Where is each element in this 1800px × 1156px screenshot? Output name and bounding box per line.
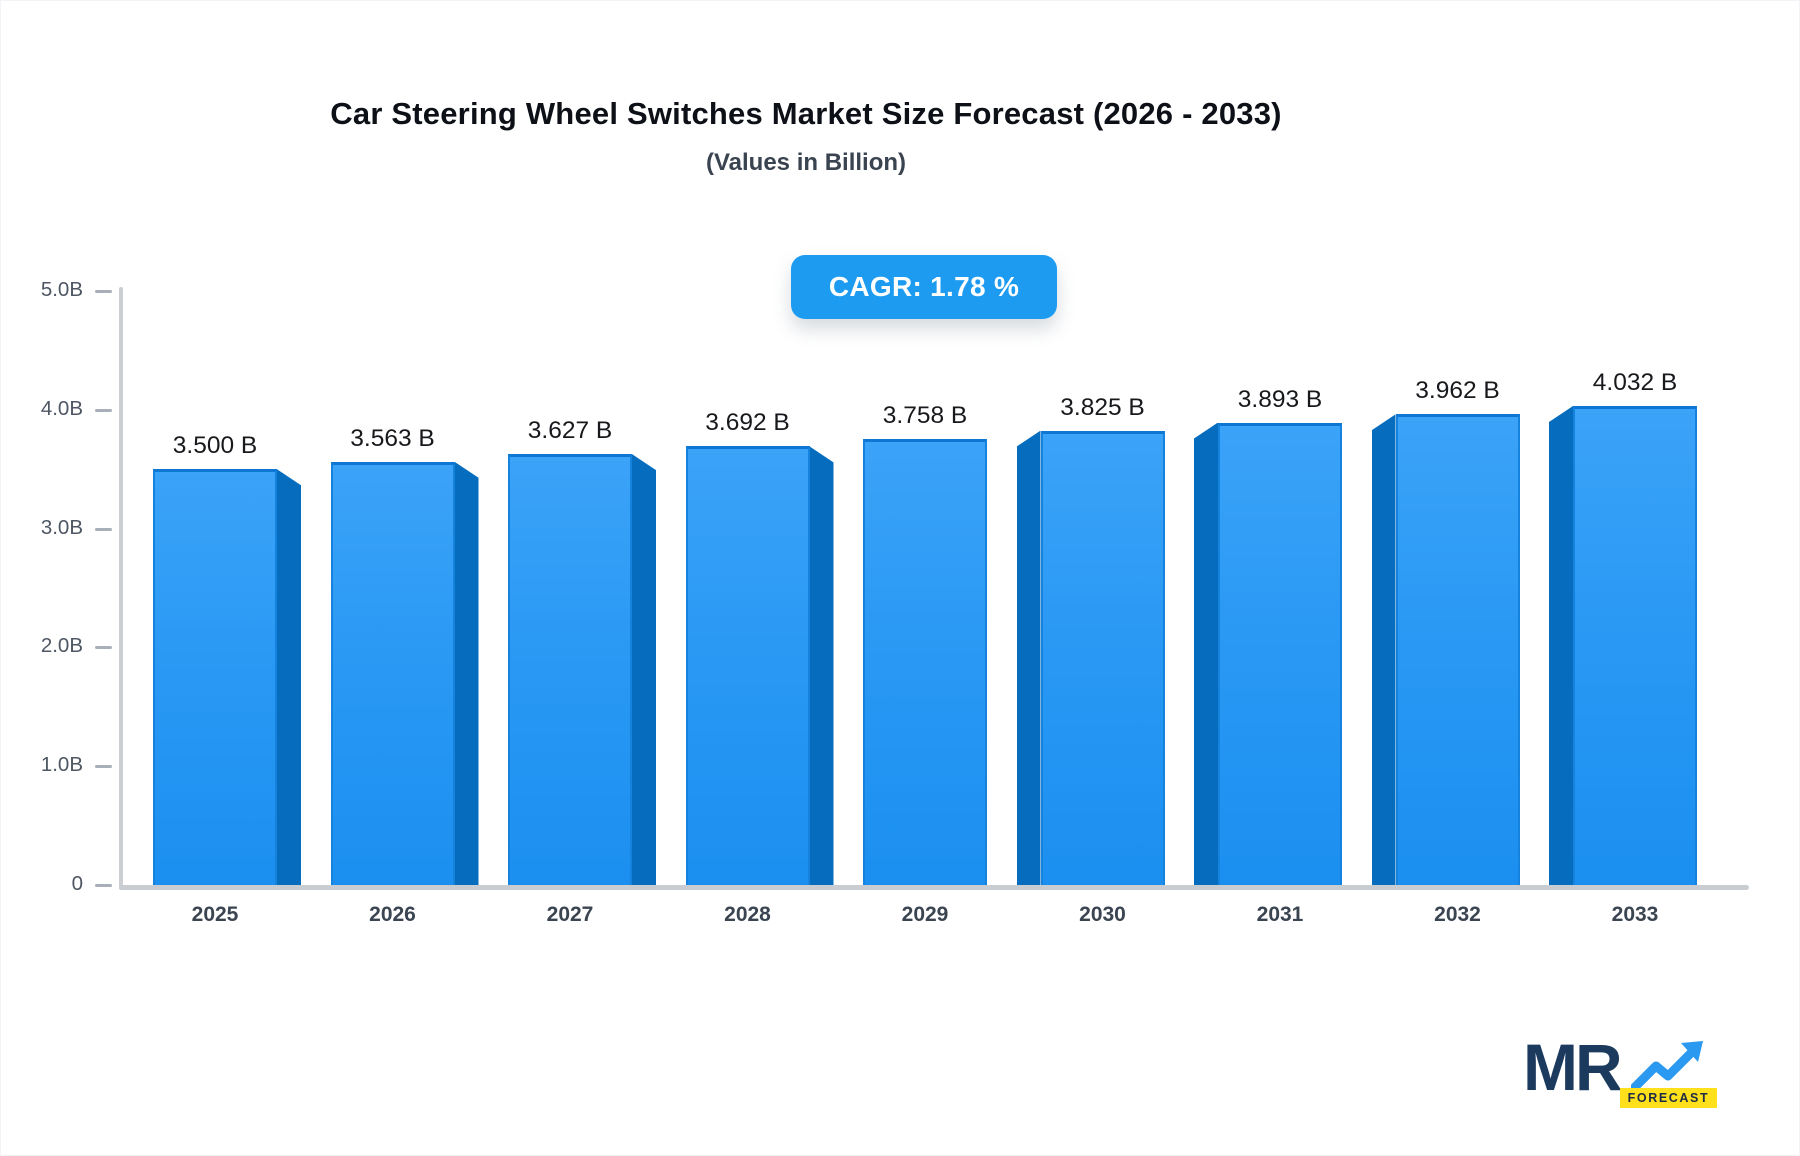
x-axis-label-2025: 2025 — [191, 903, 239, 926]
y-axis-label: 4.0B — [40, 396, 83, 420]
bar-side-2025 — [277, 469, 301, 885]
x-axis-label-2027: 2027 — [546, 903, 594, 926]
x-axis-label-2028: 2028 — [724, 903, 771, 926]
bar-2027 — [508, 454, 632, 885]
y-axis-label: 2.0B — [40, 634, 83, 658]
y-axis-tick — [95, 646, 112, 650]
bar-2025 — [153, 469, 277, 885]
cagr-badge: CAGR: 1.78 % — [791, 255, 1057, 319]
bar-value-label-2027: 3.627 B — [527, 417, 613, 445]
bar-2029 — [863, 438, 987, 885]
bar-2032 — [1395, 414, 1520, 885]
bar-2026 — [330, 461, 455, 885]
bar-side-2028 — [809, 446, 834, 885]
y-axis-label: 1.0B — [40, 753, 83, 777]
chart-subtitle: (Values in Billion) — [705, 149, 907, 176]
bar-value-label-2029: 3.758 B — [882, 401, 968, 429]
bar-value-label-2028: 3.692 B — [705, 409, 790, 437]
bar-side-2026 — [454, 461, 479, 885]
bar-side-2031 — [1194, 422, 1218, 885]
logo-text: MR — [1523, 1030, 1623, 1104]
y-axis-tick — [95, 884, 112, 887]
y-axis-line — [119, 287, 123, 890]
x-axis-label-2033: 2033 — [1611, 903, 1659, 926]
bar-2033 — [1573, 405, 1697, 885]
bar-2030 — [1040, 430, 1165, 885]
y-axis-label: 5.0B — [40, 278, 83, 301]
y-axis-tick — [95, 765, 112, 769]
bar-value-label-2033: 4.032 B — [1592, 368, 1678, 396]
brand-logo: MR FORECAST — [1523, 1030, 1718, 1108]
bar-value-label-2025: 3.500 B — [172, 432, 258, 460]
x-axis-label-2026: 2026 — [369, 903, 416, 926]
x-axis-label-2031: 2031 — [1256, 903, 1304, 926]
bar-side-2032 — [1371, 414, 1396, 885]
x-axis-line — [119, 885, 1749, 890]
y-axis-label: 0 — [71, 872, 83, 895]
x-axis-label-2029: 2029 — [901, 903, 949, 926]
y-axis-tick — [95, 290, 112, 293]
logo-forecast-label: FORECAST — [1619, 1088, 1718, 1108]
bar-value-label-2032: 3.962 B — [1415, 377, 1500, 405]
y-axis-tick — [95, 408, 112, 412]
y-axis-tick — [95, 527, 112, 531]
bar-value-label-2031: 3.893 B — [1237, 385, 1323, 413]
bar-side-2033 — [1549, 405, 1573, 885]
bar-2028 — [685, 446, 810, 885]
bar-side-2030 — [1016, 430, 1041, 885]
bar-value-label-2026: 3.563 B — [350, 424, 435, 452]
x-axis-label-2030: 2030 — [1079, 903, 1126, 926]
bar-2031 — [1218, 422, 1342, 885]
trend-arrow-icon — [1631, 1041, 1704, 1091]
x-axis-label-2032: 2032 — [1434, 903, 1481, 926]
y-axis-label: 3.0B — [40, 515, 83, 539]
bar-side-2027 — [632, 454, 656, 885]
chart-title: Car Steering Wheel Switches Market Size … — [330, 96, 1282, 131]
bar-value-label-2030: 3.825 B — [1060, 393, 1145, 421]
